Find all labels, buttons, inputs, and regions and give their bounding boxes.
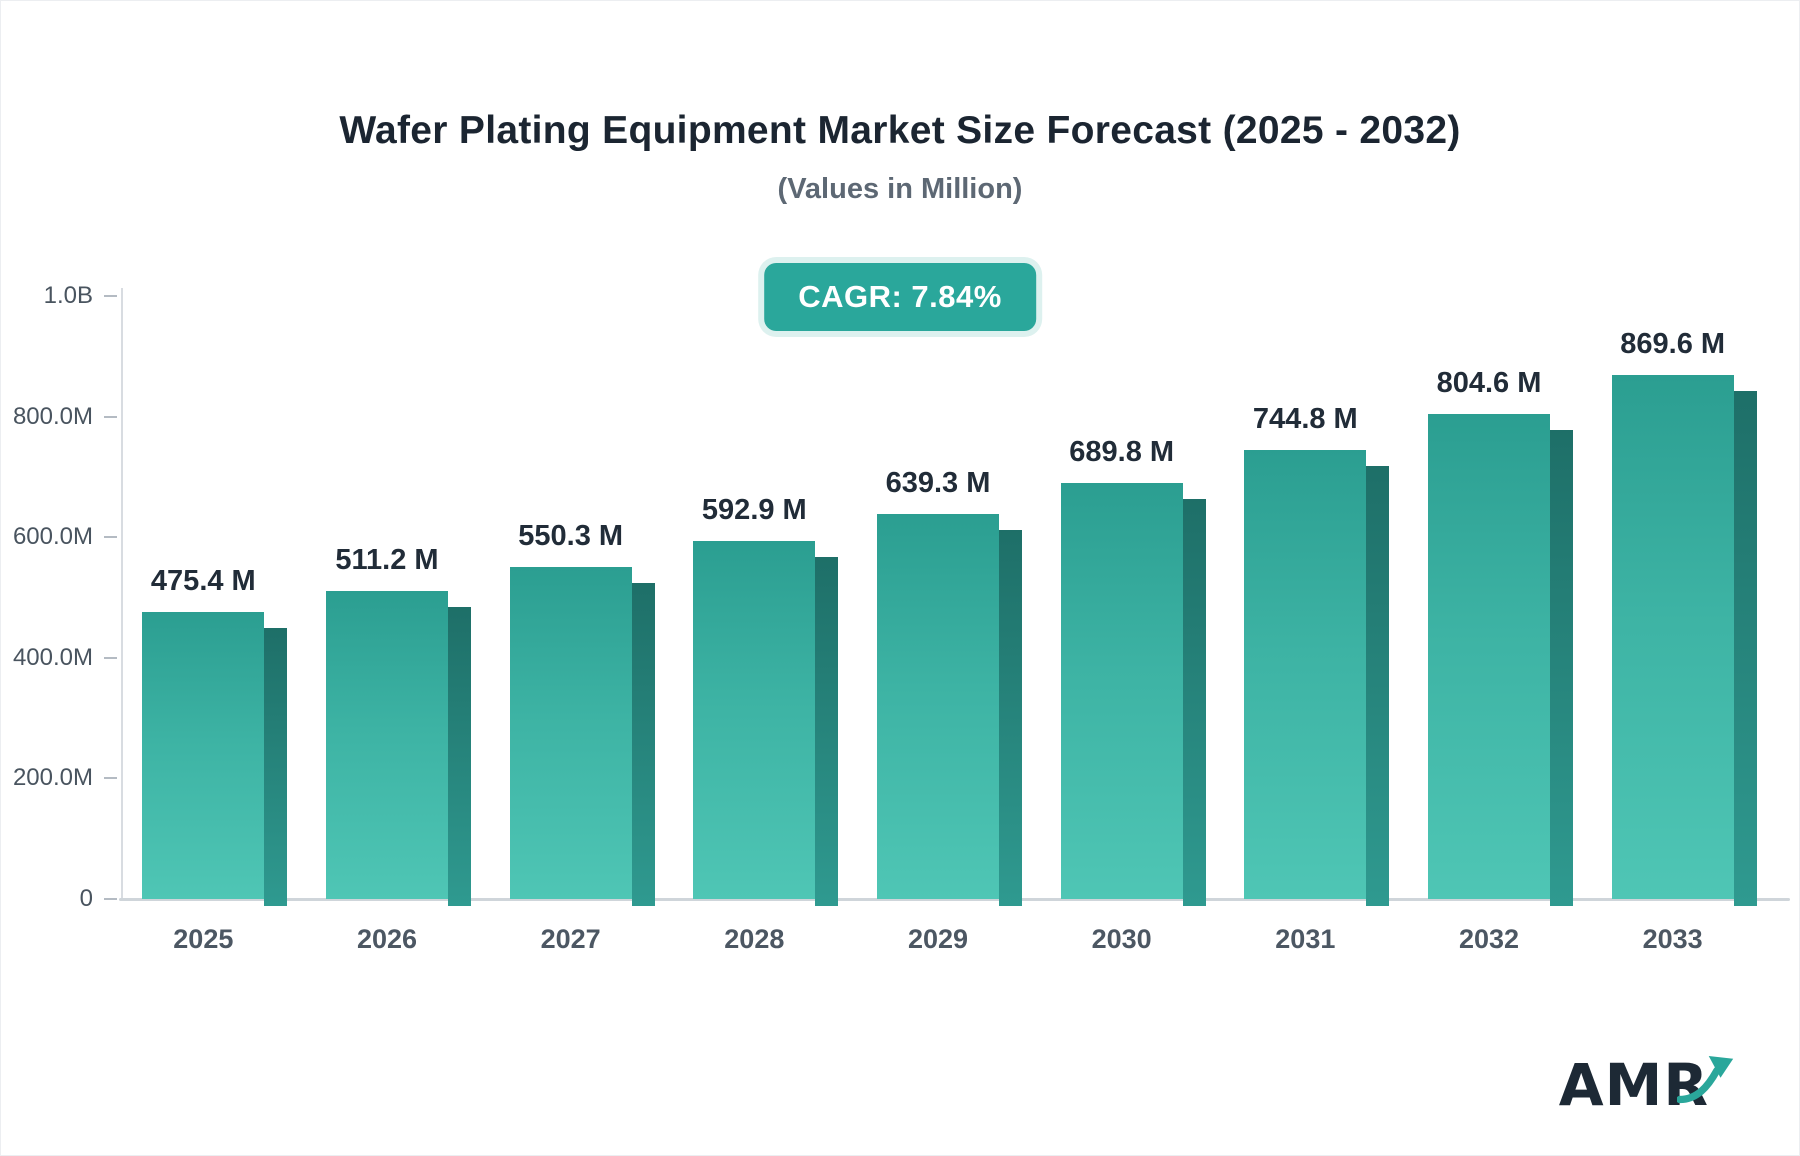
y-axis-tick-label: 1.0B [43,282,93,309]
x-axis-tick-label: 2033 [1642,924,1703,954]
bar-value-label: 804.6 M [1436,366,1542,399]
y-axis-tick-label: 200.0M [12,764,93,792]
chart-title: Wafer Plating Equipment Market Size Fore… [339,109,1461,152]
bar-value-label: 744.8 M [1252,402,1358,435]
x-axis-tick-label: 2030 [1091,924,1152,954]
bar [876,513,999,899]
bar-value-label: 869.6 M [1620,327,1726,360]
bar-group: 511.2 M 2026 [307,296,491,954]
bar [509,567,632,899]
x-axis-tick-label: 2028 [724,924,785,954]
bar [1244,449,1367,899]
x-axis-tick-label: 2026 [356,924,418,954]
bar-value-label: 475.4 M [150,565,256,598]
y-axis-tick-label: 0 [79,885,93,912]
bar-3d-side [447,606,471,906]
bar-value-label: 511.2 M [335,543,439,576]
brand-logo-arrow-icon [1677,1055,1734,1103]
x-axis-line [119,898,1790,901]
x-axis-tick-label: 2027 [540,924,601,954]
chart-subtitle: (Values in Million) [777,173,1023,205]
brand-logo-text: AMR [1558,1051,1709,1119]
y-axis-tick-label: 600.0M [12,523,93,551]
bar-3d-side [1549,429,1573,906]
y-axis-tick-mark [104,777,117,780]
cagr-badge: CAGR: 7.84% [764,263,1036,331]
bar-3d-side [1366,465,1390,906]
brand-logo: AMR [1559,1051,1735,1119]
bar [1060,483,1183,899]
bar-group: 639.3 M 2029 [858,296,1042,954]
x-axis-tick-label: 2032 [1458,924,1520,954]
bar-value-label: 550.3 M [518,520,624,553]
bar-3d-side [1182,499,1206,906]
bar-group: 689.8 M 2030 [1041,296,1225,954]
bar-3d-side [631,583,655,906]
y-axis-tick-mark [104,656,117,659]
bar-3d-side [998,529,1022,906]
bar-3d-side [1733,390,1757,906]
plot-area: 0 200.0M 400.0M 600.0M 800.0M 1.0B 475.4 M 2025… [13,282,1790,954]
x-axis-tick-label: 2029 [907,924,969,954]
bar-value-label: 639.3 M [885,466,991,499]
y-axis-tick-label: 800.0M [12,402,93,430]
bar-group: 550.3 M 2027 [490,296,674,954]
y-axis-tick-mark [104,295,117,297]
bar [142,612,265,899]
bar-3d-side [815,557,839,906]
y-axis-tick-mark [104,898,117,900]
bar [693,541,816,899]
y-axis-tick-mark [104,536,117,539]
bar-group: 475.4 M 2025 [123,296,307,954]
bar-group: 804.6 M 2032 [1409,296,1593,954]
bar [325,590,448,899]
bar-3d-side [264,628,288,906]
bar-group: 592.9 M 2028 [674,296,858,954]
bar [1427,413,1550,899]
bar [1611,374,1734,899]
y-axis-line [121,288,123,899]
bar-group: 869.6 M 2033 [1592,296,1776,954]
y-axis-tick-mark [104,415,117,418]
y-axis-tick-label: 400.0M [12,643,93,671]
bar-value-label: 689.8 M [1069,436,1175,469]
x-axis-tick-label: 2025 [173,924,234,954]
bar-group: 744.8 M 2031 [1225,296,1409,954]
x-axis-tick-label: 2031 [1275,924,1336,954]
bar-value-label: 592.9 M [701,494,807,527]
